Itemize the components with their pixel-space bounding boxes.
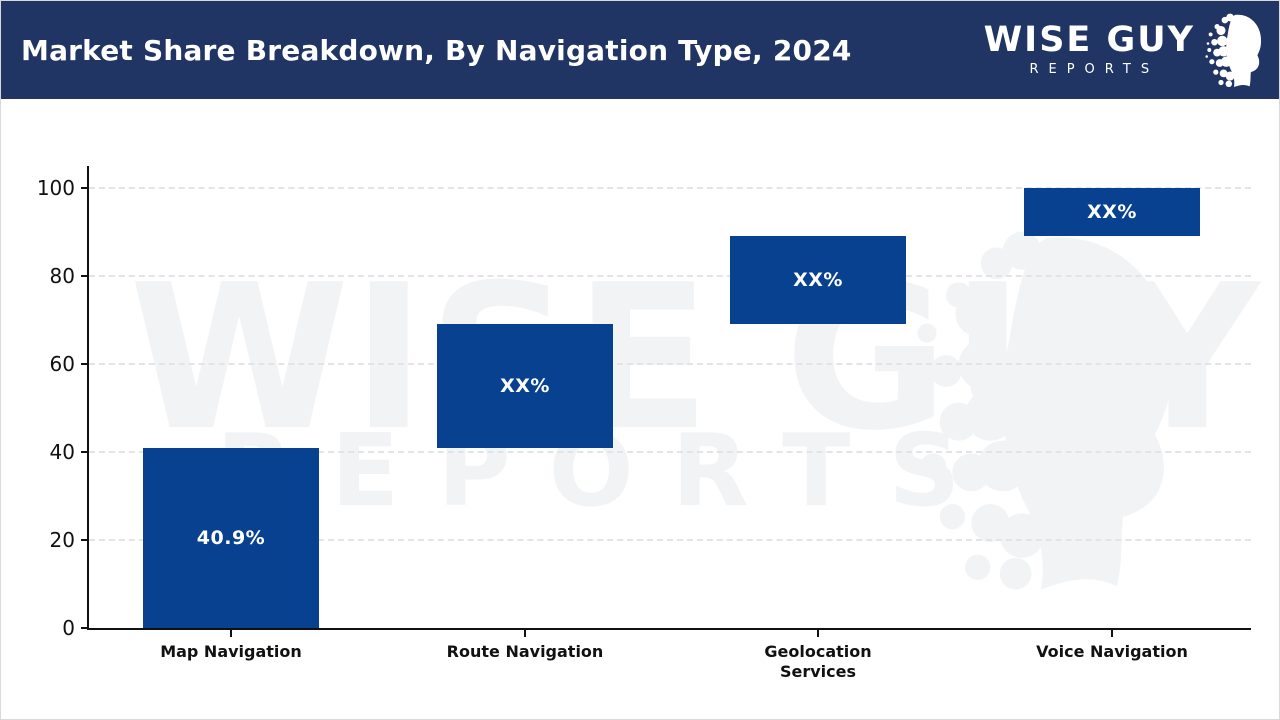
x-category-label-2: Route Navigation (446, 642, 604, 661)
bar-value-label-3: XX% (793, 269, 843, 292)
brand-logo-text: WISE GUY REPORTS (983, 20, 1195, 78)
bar-3: XX% (730, 236, 906, 325)
bar-value-label-2: XX% (500, 374, 550, 397)
brand-subname: REPORTS (1029, 62, 1160, 77)
gridline-20 (89, 539, 1251, 541)
x-tick-mark-4 (1111, 630, 1113, 637)
y-tick-label-60: 60 (49, 352, 75, 376)
x-tick-mark-1 (230, 630, 232, 637)
y-tick-label-100: 100 (36, 176, 75, 200)
y-tick-mark-100 (81, 187, 89, 189)
gridline-40 (89, 451, 1251, 453)
y-tick-mark-40 (81, 451, 89, 453)
x-axis-line (87, 628, 1251, 630)
brand-name: WISE GUY (983, 20, 1195, 60)
header-bar: Market Share Breakdown, By Navigation Ty… (1, 1, 1279, 99)
x-tick-mark-2 (524, 630, 526, 637)
brand-head-icon (1201, 11, 1267, 89)
bar-value-label-4: XX% (1087, 201, 1137, 224)
y-tick-mark-0 (81, 627, 89, 629)
gridline-60 (89, 363, 1251, 365)
x-category-label-4: Voice Navigation (1036, 642, 1188, 661)
bar-4: XX% (1024, 188, 1200, 237)
y-axis-line (87, 166, 89, 630)
y-tick-mark-80 (81, 275, 89, 277)
gridline-100 (89, 187, 1251, 189)
bar-2: XX% (437, 324, 613, 448)
x-category-label-3: Geolocation Services (764, 642, 872, 681)
y-tick-label-0: 0 (62, 616, 75, 640)
bar-1: 40.9% (143, 448, 319, 628)
y-tick-mark-60 (81, 363, 89, 365)
y-tick-label-80: 80 (49, 264, 75, 288)
bar-value-label-1: 40.9% (196, 527, 266, 549)
y-tick-label-40: 40 (49, 440, 75, 464)
page-title: Market Share Breakdown, By Navigation Ty… (21, 33, 852, 67)
y-tick-mark-20 (81, 539, 89, 541)
gridline-80 (89, 275, 1251, 277)
x-tick-mark-3 (817, 630, 819, 637)
y-tick-label-20: 20 (49, 528, 75, 552)
brand-logo: WISE GUY REPORTS (983, 11, 1279, 89)
x-category-label-1: Map Navigation (160, 642, 302, 661)
